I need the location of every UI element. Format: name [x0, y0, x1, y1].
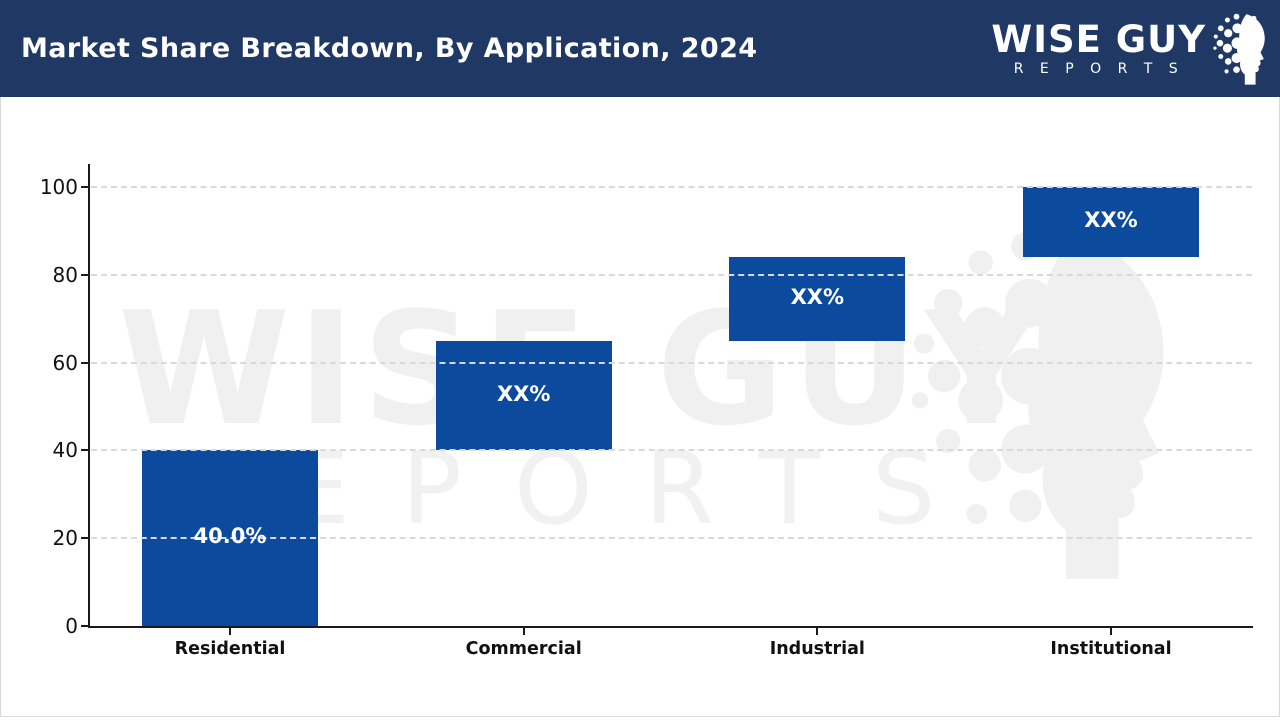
bar-value-label-residential: 40.0%	[193, 524, 267, 549]
bar-institutional	[1023, 187, 1199, 258]
gridline-100	[91, 186, 1252, 188]
y-tick-label-40: 40	[52, 438, 78, 463]
wiseguy-logo-text: WISE GUY R E P O R T S	[991, 18, 1206, 77]
y-tick-label-80: 80	[52, 262, 78, 287]
y-tick-label-20: 20	[52, 526, 78, 551]
wiseguy-face-icon	[1213, 13, 1265, 85]
gridline-80	[91, 273, 1252, 276]
y-tick-mark-60	[81, 361, 89, 364]
x-tick-mark-institutional	[1110, 628, 1112, 635]
logo-subtitle: R E P O R T S	[1013, 60, 1184, 77]
watermark-face-icon	[911, 232, 1164, 579]
y-axis-spine	[88, 164, 90, 628]
x-axis-label-commercial: Commercial	[465, 639, 582, 659]
y-tick-mark-80	[81, 273, 89, 276]
wiseguy-logo: WISE GUY R E P O R T S	[991, 8, 1268, 90]
x-tick-mark-commercial	[522, 628, 525, 635]
y-tick-mark-40	[81, 449, 89, 452]
gridline-20	[91, 537, 1252, 540]
x-axis-spine	[88, 626, 1253, 628]
x-axis-label-institutional: Institutional	[1050, 639, 1172, 659]
y-tick-mark-0	[81, 625, 89, 627]
y-tick-label-100: 100	[39, 175, 78, 199]
bar-industrial	[729, 257, 906, 341]
gridline-40	[91, 449, 1252, 452]
bar-value-label-industrial: XX%	[790, 284, 845, 309]
header-bar: Market Share Breakdown, By Application, …	[0, 0, 1280, 97]
x-tick-mark-residential	[229, 628, 231, 635]
x-axis-label-industrial: Industrial	[769, 639, 865, 659]
bar-value-label-institutional: XX%	[1084, 208, 1138, 233]
bar-commercial	[435, 340, 612, 451]
gridline-60	[91, 361, 1252, 364]
chart-title: Market Share Breakdown, By Application, …	[21, 33, 758, 64]
logo-wordmark: WISE GUY	[991, 18, 1206, 62]
bar-value-label-commercial: XX%	[496, 381, 551, 406]
y-tick-label-60: 60	[52, 350, 78, 375]
x-axis-label-residential: Residential	[174, 639, 286, 659]
y-tick-label-0: 0	[65, 614, 78, 638]
y-tick-mark-100	[81, 186, 89, 188]
y-tick-mark-20	[81, 537, 89, 540]
x-tick-mark-industrial	[816, 628, 819, 635]
